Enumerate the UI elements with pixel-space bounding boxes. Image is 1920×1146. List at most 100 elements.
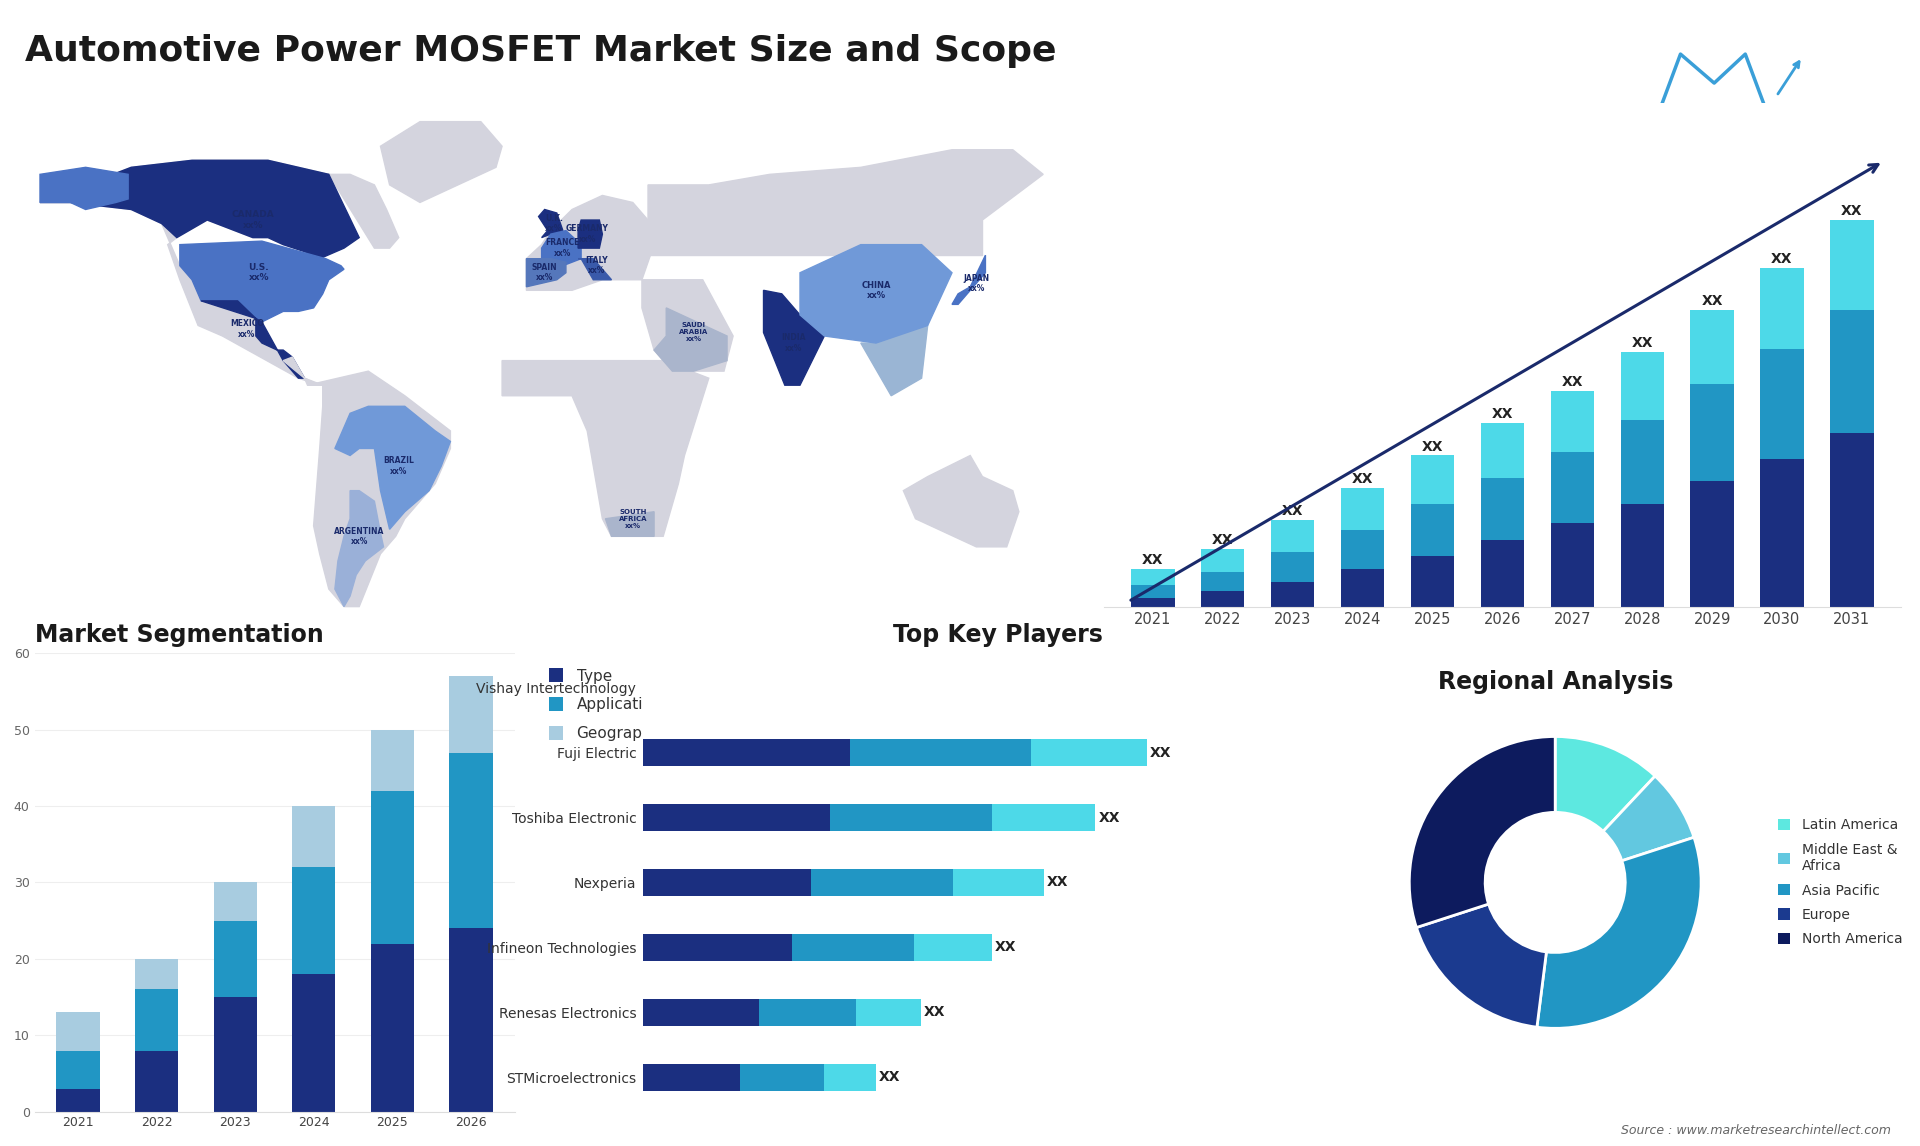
Text: XX: XX bbox=[1283, 504, 1304, 518]
Bar bbox=[292, 868, 336, 974]
Bar bbox=[1480, 423, 1524, 478]
Text: XX: XX bbox=[879, 1070, 900, 1084]
Bar bbox=[914, 934, 993, 961]
Bar bbox=[1761, 268, 1803, 348]
Text: XX: XX bbox=[1142, 552, 1164, 566]
Bar bbox=[1620, 419, 1665, 504]
Text: Source : www.marketresearchintellect.com: Source : www.marketresearchintellect.com bbox=[1620, 1124, 1891, 1137]
Text: JAPAN
xx%: JAPAN xx% bbox=[964, 274, 989, 293]
Bar bbox=[1761, 348, 1803, 458]
Polygon shape bbox=[952, 256, 985, 305]
Bar bbox=[213, 882, 257, 920]
Polygon shape bbox=[904, 455, 1020, 547]
Wedge shape bbox=[1417, 904, 1546, 1027]
Bar bbox=[1202, 572, 1244, 591]
Polygon shape bbox=[284, 358, 323, 385]
Text: XX: XX bbox=[1701, 295, 1722, 308]
Polygon shape bbox=[649, 150, 1043, 220]
Bar bbox=[1830, 433, 1874, 607]
Bar bbox=[1411, 504, 1453, 556]
Bar bbox=[1551, 391, 1594, 453]
Bar bbox=[1551, 524, 1594, 607]
Bar bbox=[449, 753, 493, 928]
Bar bbox=[1271, 552, 1315, 581]
Text: XX: XX bbox=[1150, 746, 1171, 760]
Bar bbox=[791, 934, 914, 961]
Bar bbox=[134, 989, 179, 1051]
Text: XX: XX bbox=[1098, 810, 1119, 824]
Bar bbox=[56, 1051, 100, 1089]
Bar bbox=[993, 803, 1094, 831]
Bar bbox=[739, 1063, 824, 1091]
Polygon shape bbox=[334, 490, 384, 606]
Bar bbox=[1690, 384, 1734, 481]
Bar bbox=[1131, 584, 1175, 598]
Bar bbox=[643, 934, 791, 961]
Text: MARKET: MARKET bbox=[1828, 49, 1878, 60]
Polygon shape bbox=[40, 167, 129, 210]
Polygon shape bbox=[503, 361, 708, 536]
Bar bbox=[952, 869, 1044, 896]
Bar bbox=[292, 974, 336, 1112]
Text: XX: XX bbox=[1421, 440, 1444, 454]
Bar bbox=[449, 928, 493, 1112]
Polygon shape bbox=[538, 210, 563, 237]
Polygon shape bbox=[40, 160, 359, 259]
Bar bbox=[851, 739, 1031, 767]
Bar bbox=[56, 1012, 100, 1051]
Polygon shape bbox=[801, 244, 952, 343]
Text: ITALY
xx%: ITALY xx% bbox=[586, 256, 607, 275]
Circle shape bbox=[1494, 822, 1617, 943]
Text: XX: XX bbox=[1492, 407, 1513, 422]
Text: CHINA
xx%: CHINA xx% bbox=[862, 281, 891, 300]
Bar bbox=[1131, 568, 1175, 584]
Text: XX: XX bbox=[995, 941, 1018, 955]
Wedge shape bbox=[1603, 776, 1693, 861]
Bar bbox=[643, 998, 760, 1026]
Text: Market Segmentation: Market Segmentation bbox=[35, 623, 323, 647]
Text: SOUTH
AFRICA
xx%: SOUTH AFRICA xx% bbox=[618, 509, 647, 528]
Wedge shape bbox=[1536, 838, 1701, 1028]
Bar bbox=[760, 998, 856, 1026]
Text: U.S.
xx%: U.S. xx% bbox=[248, 264, 269, 282]
Bar bbox=[449, 676, 493, 753]
Text: XX: XX bbox=[1352, 472, 1373, 486]
Bar bbox=[1340, 488, 1384, 529]
Bar bbox=[1830, 311, 1874, 433]
Title: Top Key Players: Top Key Players bbox=[893, 623, 1104, 647]
Polygon shape bbox=[307, 371, 451, 606]
Text: SPAIN
xx%: SPAIN xx% bbox=[532, 264, 557, 282]
Text: XX: XX bbox=[1561, 375, 1584, 388]
Polygon shape bbox=[202, 301, 305, 378]
Bar bbox=[856, 998, 922, 1026]
Bar bbox=[213, 920, 257, 997]
Legend: Latin America, Middle East &
Africa, Asia Pacific, Europe, North America: Latin America, Middle East & Africa, Asi… bbox=[1774, 815, 1907, 950]
Text: INDIA
xx%: INDIA xx% bbox=[781, 333, 806, 353]
Polygon shape bbox=[764, 290, 824, 385]
Bar bbox=[213, 997, 257, 1112]
Bar bbox=[1271, 520, 1315, 552]
Bar bbox=[810, 869, 952, 896]
Bar bbox=[1202, 591, 1244, 607]
Text: U.K.
xx%: U.K. xx% bbox=[545, 214, 563, 234]
Wedge shape bbox=[1409, 737, 1555, 927]
Bar bbox=[1690, 311, 1734, 384]
Polygon shape bbox=[641, 280, 733, 371]
Bar bbox=[134, 1051, 179, 1112]
Polygon shape bbox=[578, 259, 612, 280]
Text: XX: XX bbox=[924, 1005, 947, 1019]
Bar bbox=[1271, 581, 1315, 607]
Polygon shape bbox=[605, 512, 655, 536]
Bar bbox=[643, 803, 831, 831]
Text: MEXICO
xx%: MEXICO xx% bbox=[230, 320, 263, 339]
Polygon shape bbox=[380, 121, 503, 203]
Polygon shape bbox=[578, 220, 603, 249]
Legend: Type, Application, Geography: Type, Application, Geography bbox=[541, 661, 670, 748]
Polygon shape bbox=[526, 259, 566, 286]
Polygon shape bbox=[860, 325, 927, 395]
Text: RESEARCH: RESEARCH bbox=[1828, 76, 1891, 86]
Bar bbox=[371, 730, 415, 791]
Bar bbox=[134, 959, 179, 989]
Title: Regional Analysis: Regional Analysis bbox=[1438, 670, 1672, 694]
Bar bbox=[1031, 739, 1146, 767]
